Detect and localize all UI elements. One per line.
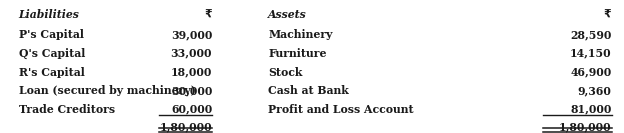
Text: 18,000: 18,000	[171, 66, 212, 78]
Text: Trade Creditors: Trade Creditors	[19, 104, 115, 115]
Text: 33,000: 33,000	[170, 48, 212, 59]
Text: Assets: Assets	[268, 9, 307, 20]
Text: ₹: ₹	[604, 9, 612, 19]
Text: P's Capital: P's Capital	[19, 29, 84, 40]
Text: Stock: Stock	[268, 66, 303, 78]
Text: 28,590: 28,590	[570, 29, 612, 40]
Text: ₹: ₹	[205, 9, 212, 19]
Text: R's Capital: R's Capital	[19, 66, 85, 78]
Text: Loan (secured by machinery): Loan (secured by machinery)	[19, 85, 195, 96]
Text: Profit and Loss Account: Profit and Loss Account	[268, 104, 414, 115]
Text: Furniture: Furniture	[268, 48, 327, 59]
Text: 60,000: 60,000	[171, 104, 212, 115]
Text: Liabilities: Liabilities	[19, 9, 80, 20]
Text: 46,900: 46,900	[570, 66, 612, 78]
Text: 1,80,000: 1,80,000	[559, 122, 612, 133]
Text: 30,000: 30,000	[171, 85, 212, 96]
Text: Machinery: Machinery	[268, 29, 333, 40]
Text: 9,360: 9,360	[578, 85, 612, 96]
Text: Q's Capital: Q's Capital	[19, 48, 85, 59]
Text: 14,150: 14,150	[570, 48, 612, 59]
Text: 81,000: 81,000	[570, 104, 612, 115]
Text: Cash at Bank: Cash at Bank	[268, 85, 349, 96]
Text: 39,000: 39,000	[171, 29, 212, 40]
Text: 1,80,000: 1,80,000	[160, 122, 212, 133]
